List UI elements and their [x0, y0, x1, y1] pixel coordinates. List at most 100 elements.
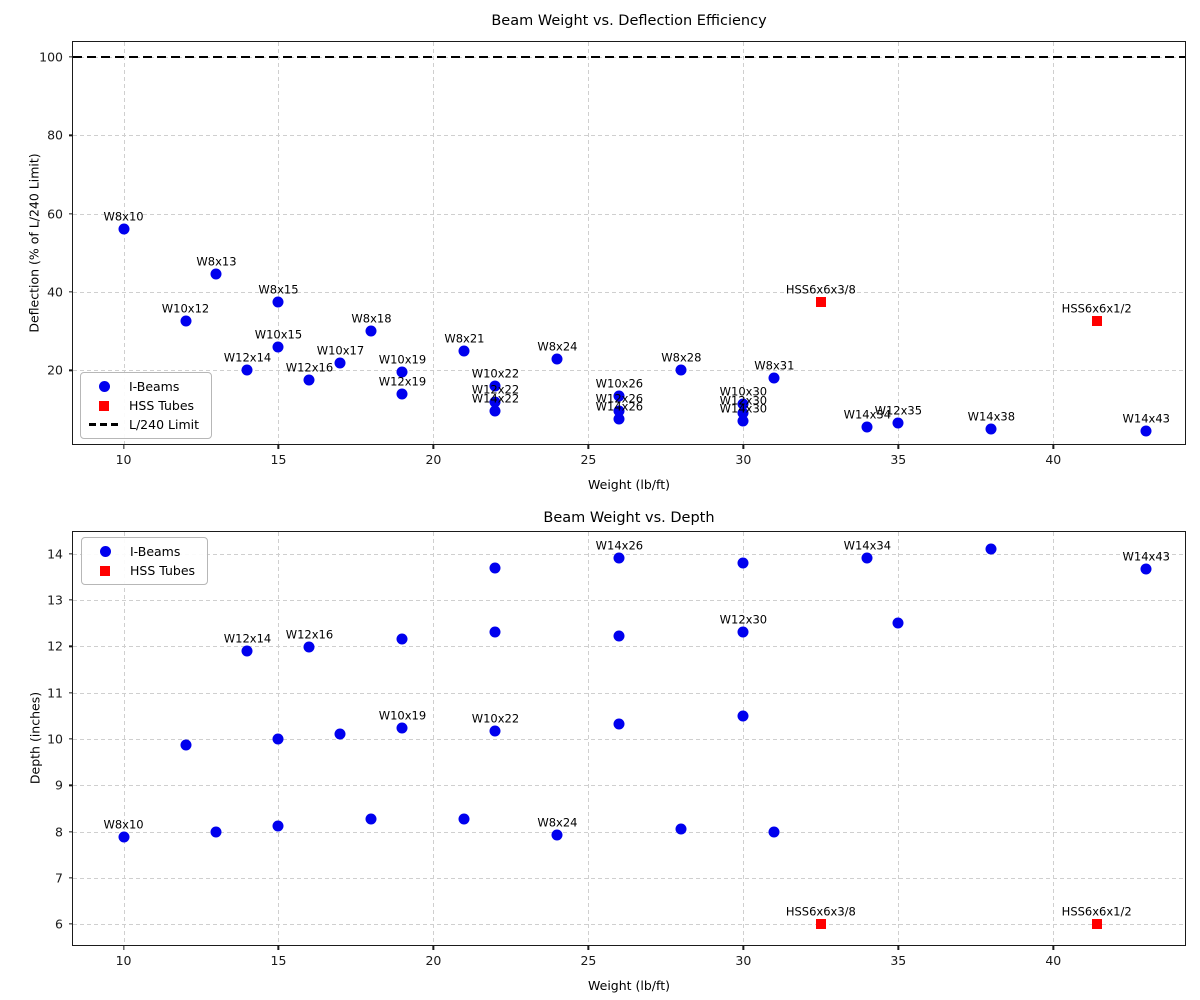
data-point-circle — [892, 617, 904, 629]
data-point-circle — [489, 725, 501, 737]
point-annotation: W14x30 — [719, 401, 768, 416]
data-point-circle — [272, 733, 284, 745]
point-annotation: W12x22 — [471, 382, 520, 397]
point-annotation: W12x30 — [719, 393, 768, 408]
legend: I-Beams HSS Tubes — [81, 537, 209, 585]
point-annotation: W10x17 — [316, 342, 365, 357]
grid-line-horizontal — [73, 370, 1185, 372]
point-annotation: W10x30 — [719, 384, 768, 398]
data-point-circle — [737, 415, 749, 427]
data-point-circle — [737, 398, 749, 410]
grid-line-horizontal — [73, 692, 1185, 694]
data-point-circle — [613, 413, 625, 425]
legend-label: HSS Tubes — [129, 398, 195, 413]
x-tick-label: 30 — [735, 452, 752, 467]
data-point-circle — [613, 630, 625, 642]
legend-label: L/240 Limit — [129, 417, 199, 432]
point-annotation: W8x10 — [103, 817, 144, 832]
y-tick-mark — [68, 599, 73, 601]
y-axis-label-deflection: Deflection (% of L/240 Limit) — [26, 153, 42, 333]
point-annotation: W8x31 — [754, 358, 795, 373]
point-annotation: W8x15 — [258, 282, 299, 297]
y-tick-label: 12 — [47, 638, 63, 654]
data-point-circle — [365, 813, 377, 825]
x-tick-label: 20 — [425, 452, 442, 467]
legend-label: HSS Tubes — [130, 563, 196, 578]
data-point-circle — [985, 543, 997, 555]
data-point-circle — [396, 633, 408, 645]
data-point-circle — [180, 315, 191, 327]
chart-title-deflection: Beam Weight vs. Deflection Efficiency — [491, 13, 767, 29]
grid-line-horizontal — [73, 877, 1185, 879]
data-point-circle — [861, 421, 873, 433]
x-tick-label: 10 — [115, 953, 132, 968]
data-point-circle — [613, 390, 625, 402]
point-annotation: HSS6x6x3/8 — [785, 904, 856, 919]
grid-line-horizontal — [73, 600, 1185, 602]
legend-marker-box — [89, 400, 119, 411]
x-tick-label: 40 — [1045, 452, 1062, 467]
x-tick-mark — [277, 444, 280, 449]
legend-entry: HSS Tubes — [90, 563, 195, 578]
chart-title-depth: Beam Weight vs. Depth — [543, 510, 715, 526]
data-point-circle — [180, 739, 191, 751]
point-annotation: W8x18 — [351, 311, 392, 326]
x-tick-label: 25 — [580, 953, 597, 968]
plot-area-deflection: 10 15 20 25 30 35 40 20 40 60 80 100 W8x10 W10x12 W8x1… — [39, 41, 1186, 467]
data-point-circle — [458, 345, 470, 357]
y-tick-label: 40 — [47, 284, 63, 300]
data-point-circle — [737, 626, 749, 638]
x-tick-label: 30 — [735, 953, 752, 968]
x-axis-label-depth: Weight (lb/ft) — [588, 978, 670, 993]
x-tick-label: 25 — [580, 452, 597, 467]
y-tick-label: 20 — [47, 362, 63, 378]
point-annotation: W8x24 — [537, 815, 578, 830]
point-annotation: W8x28 — [661, 350, 702, 365]
point-annotation: W12x16 — [285, 360, 334, 375]
data-point-circle — [737, 407, 749, 419]
y-tick-mark — [68, 291, 73, 293]
legend-dashed-line-icon — [89, 423, 119, 426]
point-annotation: W14x34 — [843, 407, 892, 422]
point-annotation: W8x24 — [537, 338, 578, 353]
grid-line-vertical — [433, 42, 435, 444]
data-point-circle — [1140, 425, 1152, 437]
point-annotation: W12x26 — [595, 391, 644, 406]
grid-line-vertical — [123, 42, 125, 444]
point-annotation: W14x26 — [595, 538, 644, 553]
x-tick-mark — [122, 444, 125, 449]
data-point-circle — [489, 626, 501, 638]
grid-line-vertical — [588, 532, 590, 945]
y-tick-mark — [68, 553, 73, 555]
data-point-circle — [118, 223, 130, 235]
point-annotation: W12x14 — [223, 350, 272, 365]
x-tick-mark — [587, 945, 590, 950]
x-tick-label: 15 — [270, 953, 287, 968]
y-tick-mark — [68, 738, 73, 740]
x-tick-mark — [742, 444, 745, 449]
x-tick-mark — [1052, 945, 1054, 950]
grid-line-horizontal — [73, 135, 1185, 137]
data-point-circle — [210, 826, 222, 838]
grid-line-horizontal — [73, 646, 1185, 648]
y-tick-label: 80 — [47, 127, 63, 143]
grid-line-vertical — [1053, 42, 1055, 444]
x-tick-label: 15 — [270, 452, 287, 467]
y-tick-label: 14 — [47, 546, 63, 562]
point-annotation: W12x14 — [223, 630, 272, 645]
grid-line-vertical — [743, 532, 745, 945]
point-annotation: W12x30 — [719, 612, 768, 627]
data-point-circle — [303, 641, 315, 653]
x-tick-mark — [587, 444, 590, 449]
y-tick-label: 60 — [47, 206, 63, 222]
x-tick-mark — [1052, 444, 1054, 449]
x-tick-mark — [277, 945, 280, 950]
data-point-circle — [768, 372, 780, 384]
point-annotation: W14x26 — [595, 399, 644, 414]
grid-line-horizontal — [73, 831, 1185, 833]
point-annotation: W10x26 — [595, 376, 644, 391]
data-point-square — [815, 919, 826, 930]
grid-line-horizontal — [73, 291, 1185, 293]
x-tick-mark — [432, 945, 435, 950]
grid-line-vertical — [433, 532, 435, 945]
